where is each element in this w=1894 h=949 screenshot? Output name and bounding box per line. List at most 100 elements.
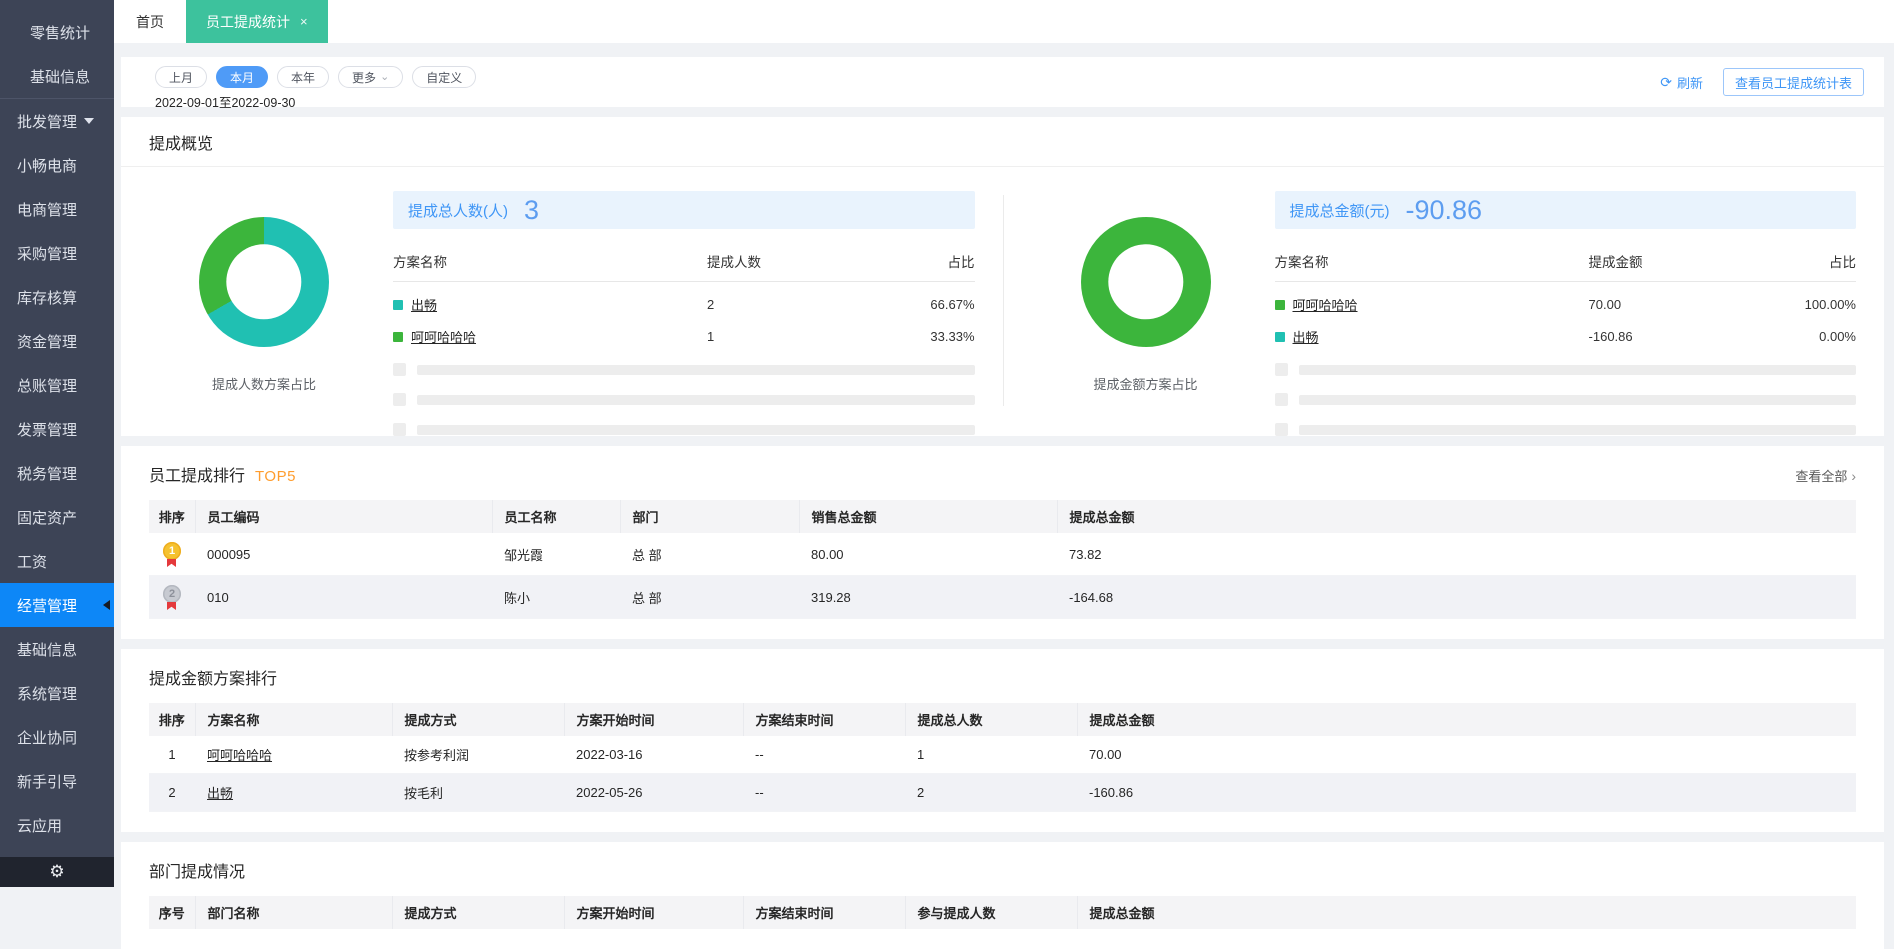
refresh-icon: ⟳ xyxy=(1660,74,1672,91)
overview-body: 提成人数方案占比 提成总人数(人) 3 方案名称 提成人数 占比 xyxy=(121,167,1884,436)
chevron-right-icon: › xyxy=(1851,468,1856,484)
gold-medal-icon: 1 xyxy=(163,542,181,560)
filter-card: 上月 本月 本年 更多 ⌄ 自定义 2022-09-01至2022-09-30 … xyxy=(121,57,1884,107)
sidebar-item-invoice[interactable]: 发票管理 xyxy=(0,407,114,451)
amount-stat-value: -90.86 xyxy=(1406,195,1483,226)
tab-employee-commission-stats[interactable]: 员工提成统计 × xyxy=(186,0,328,43)
skeleton-row xyxy=(1275,363,1857,376)
sidebar-item-system[interactable]: 系统管理 xyxy=(0,671,114,715)
sidebar-settings-bar[interactable]: ⚙ xyxy=(0,857,114,887)
people-panel: 提成人数方案占比 提成总人数(人) 3 方案名称 提成人数 占比 xyxy=(121,167,1003,436)
tab-home[interactable]: 首页 xyxy=(114,0,186,43)
sidebar-item-fixed-assets[interactable]: 固定资产 xyxy=(0,495,114,539)
sidebar-menu: 零售统计 基础信息 批发管理 小畅电商 电商管理 采购管理 库存核算 资金管理 … xyxy=(0,0,114,847)
chevron-down-icon: ⌄ xyxy=(380,72,389,83)
people-donut-column: 提成人数方案占比 xyxy=(179,191,349,436)
skeleton-row xyxy=(1275,423,1857,436)
sidebar-item-inventory[interactable]: 库存核算 xyxy=(0,275,114,319)
pill-custom[interactable]: 自定义 xyxy=(412,66,476,88)
employee-rank-card: 员工提成排行 TOP5 查看全部 › 排序 员工编码 员工名称 部门 销售总金额… xyxy=(121,446,1884,639)
legend-swatch-teal xyxy=(1275,332,1285,342)
people-table-header: 方案名称 提成人数 占比 xyxy=(393,251,975,282)
amount-donut-column: 提成金额方案占比 xyxy=(1061,191,1231,436)
sidebar-item-tax[interactable]: 税务管理 xyxy=(0,451,114,495)
date-range-text: 2022-09-01至2022-09-30 xyxy=(155,92,1864,111)
donut-hole xyxy=(1108,244,1183,319)
vertical-divider xyxy=(1003,195,1004,406)
department-table: 序号 部门名称 提成方式 方案开始时间 方案结束时间 参与提成人数 提成总金额 xyxy=(149,896,1856,929)
plan-link[interactable]: 呵呵哈哈哈 xyxy=(1293,295,1358,314)
skeleton-row xyxy=(1275,393,1857,406)
skeleton-row xyxy=(393,393,975,406)
sidebar-item-purchase[interactable]: 采购管理 xyxy=(0,231,114,275)
amount-donut-chart xyxy=(1081,217,1211,347)
sidebar-item-basic-info-top[interactable]: 基础信息 xyxy=(0,54,114,98)
commission-overview-card: 提成概览 提成人数方案占比 提成总人数(人) 3 xyxy=(121,117,1884,436)
view-all-link[interactable]: 查看全部 › xyxy=(1795,466,1856,485)
people-stat-value: 3 xyxy=(524,195,539,226)
people-stat-strip: 提成总人数(人) 3 xyxy=(393,191,975,229)
top5-badge: TOP5 xyxy=(255,468,296,485)
people-stats: 提成总人数(人) 3 方案名称 提成人数 占比 出畅 2 66.6 xyxy=(349,191,975,436)
sidebar-item-salary[interactable]: 工资 xyxy=(0,539,114,583)
sidebar-item-xiaochang-ec[interactable]: 小畅电商 xyxy=(0,143,114,187)
sidebar-item-guide[interactable]: 新手引导 xyxy=(0,759,114,803)
amount-stat-label: 提成总金额(元) xyxy=(1290,200,1390,221)
department-title: 部门提成情况 xyxy=(149,858,245,882)
amount-panel: 提成金额方案占比 提成总金额(元) -90.86 方案名称 提成金额 占比 xyxy=(1003,167,1885,436)
date-filter-pills: 上月 本月 本年 更多 ⌄ 自定义 xyxy=(155,66,1864,88)
overview-title: 提成概览 xyxy=(121,117,1884,167)
plan-link[interactable]: 出畅 xyxy=(1293,327,1319,346)
pill-more[interactable]: 更多 ⌄ xyxy=(338,66,403,88)
sidebar-item-retail-stats[interactable]: 零售统计 xyxy=(0,10,114,54)
amount-stats: 提成总金额(元) -90.86 方案名称 提成金额 占比 呵呵哈哈哈 70.00 xyxy=(1231,191,1857,436)
legend-row: 呵呵哈哈哈 1 33.33% xyxy=(393,327,975,346)
donut-hole xyxy=(226,244,301,319)
sidebar: 零售统计 基础信息 批发管理 小畅电商 电商管理 采购管理 库存核算 资金管理 … xyxy=(0,0,114,887)
people-donut-chart xyxy=(199,217,329,347)
plan-rank-title: 提成金额方案排行 xyxy=(149,665,277,689)
amount-stat-strip: 提成总金额(元) -90.86 xyxy=(1275,191,1857,229)
people-stat-label: 提成总人数(人) xyxy=(408,200,508,221)
pill-this-year[interactable]: 本年 xyxy=(277,66,329,88)
skeleton-row xyxy=(393,363,975,376)
people-donut-caption: 提成人数方案占比 xyxy=(212,374,316,393)
department-commission-card: 部门提成情况 序号 部门名称 提成方式 方案开始时间 方案结束时间 参与提成人数… xyxy=(121,842,1884,949)
table-row[interactable]: 1 呵呵哈哈哈 按参考利润 2022-03-16 -- 1 70.00 xyxy=(149,736,1856,774)
plan-link[interactable]: 出畅 xyxy=(411,295,437,314)
refresh-button[interactable]: ⟳ 刷新 xyxy=(1660,73,1703,92)
sidebar-item-basic-info[interactable]: 基础信息 xyxy=(0,627,114,671)
legend-row: 出畅 2 66.67% xyxy=(393,295,975,314)
filter-actions: ⟳ 刷新 查看员工提成统计表 xyxy=(1660,68,1864,96)
legend-row: 出畅 -160.86 0.00% xyxy=(1275,327,1857,346)
chevron-down-icon xyxy=(84,118,94,124)
amount-donut-caption: 提成金额方案占比 xyxy=(1093,374,1197,393)
silver-medal-icon: 2 xyxy=(163,585,181,603)
pill-this-month[interactable]: 本月 xyxy=(216,66,268,88)
sidebar-item-wholesale[interactable]: 批发管理 xyxy=(0,99,114,143)
skeleton-row xyxy=(393,423,975,436)
table-row[interactable]: 1 000095 邹光霞 总 部 80.00 73.82 xyxy=(149,533,1856,576)
page-content: 上月 本月 本年 更多 ⌄ 自定义 2022-09-01至2022-09-30 … xyxy=(114,43,1894,949)
plan-rank-table: 排序 方案名称 提成方式 方案开始时间 方案结束时间 提成总人数 提成总金额 1… xyxy=(149,703,1856,812)
tab-bar: 首页 员工提成统计 × xyxy=(114,0,1894,43)
sidebar-item-ecommerce[interactable]: 电商管理 xyxy=(0,187,114,231)
sidebar-item-ledger[interactable]: 总账管理 xyxy=(0,363,114,407)
table-row[interactable]: 2 出畅 按毛利 2022-05-26 -- 2 -160.86 xyxy=(149,774,1856,812)
view-commission-report-button[interactable]: 查看员工提成统计表 xyxy=(1723,68,1864,96)
legend-swatch-teal xyxy=(393,300,403,310)
sidebar-item-cloud-apps[interactable]: 云应用 xyxy=(0,803,114,847)
gear-icon: ⚙ xyxy=(49,862,64,882)
sidebar-item-business-mgmt[interactable]: 经营管理 xyxy=(0,583,114,627)
pill-last-month[interactable]: 上月 xyxy=(155,66,207,88)
amount-table-header: 方案名称 提成金额 占比 xyxy=(1275,251,1857,282)
plan-link[interactable]: 呵呵哈哈哈 xyxy=(411,327,476,346)
legend-row: 呵呵哈哈哈 70.00 100.00% xyxy=(1275,295,1857,314)
sidebar-item-collaboration[interactable]: 企业协同 xyxy=(0,715,114,759)
close-icon[interactable]: × xyxy=(300,14,308,29)
sidebar-item-funds[interactable]: 资金管理 xyxy=(0,319,114,363)
plan-link[interactable]: 呵呵哈哈哈 xyxy=(207,748,272,763)
table-row[interactable]: 2 010 陈小 总 部 319.28 -164.68 xyxy=(149,576,1856,619)
plan-link[interactable]: 出畅 xyxy=(207,786,233,801)
legend-swatch-green xyxy=(393,332,403,342)
